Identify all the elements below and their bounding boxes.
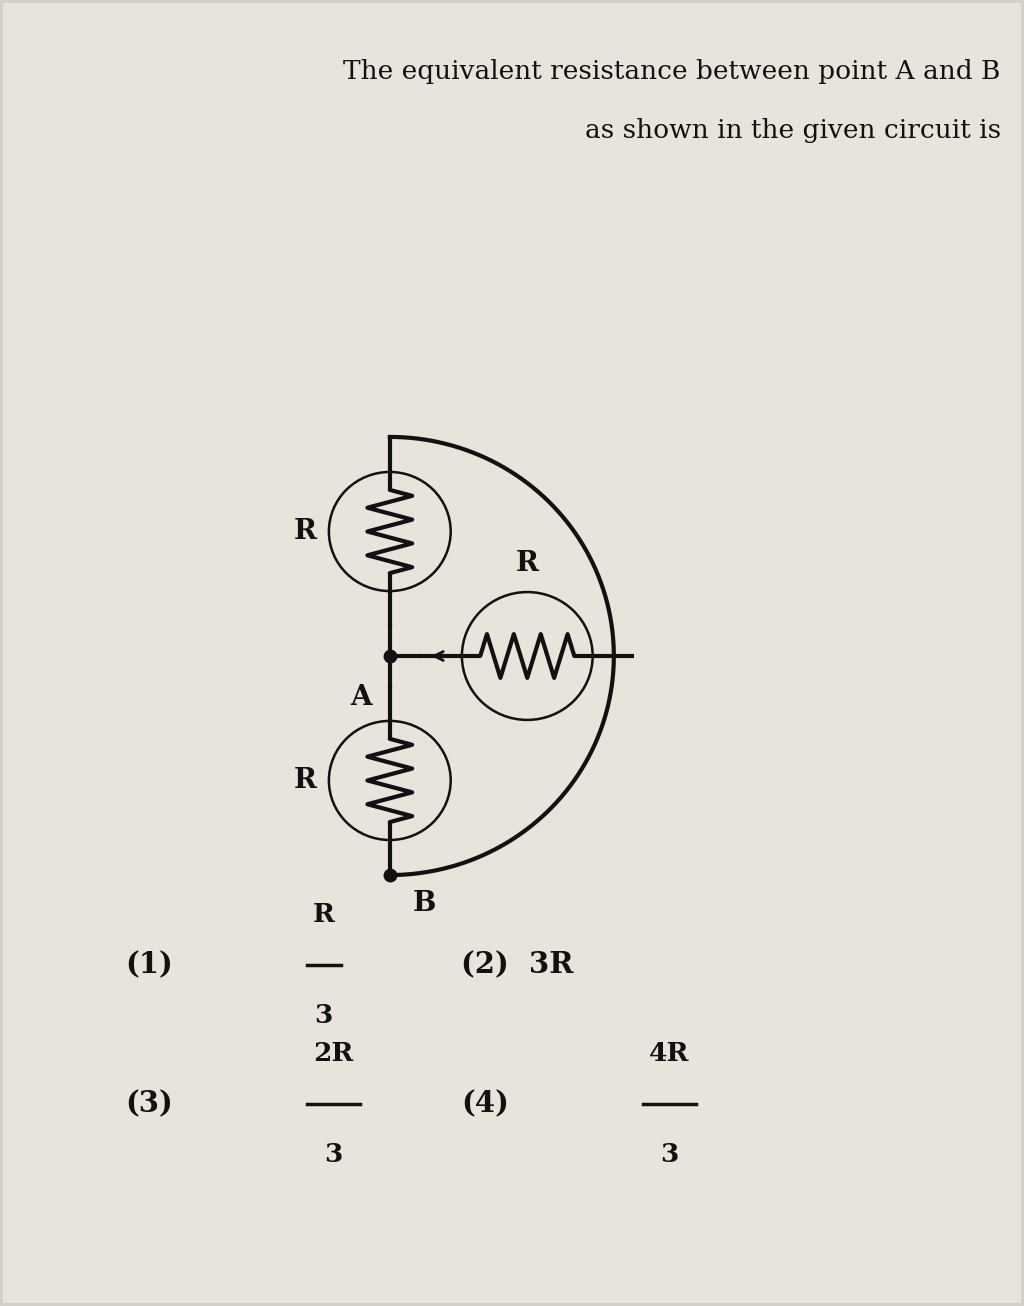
Text: (2)  3R: (2) 3R [461, 951, 573, 980]
Text: (3): (3) [125, 1089, 173, 1118]
Text: 3: 3 [325, 1141, 343, 1168]
Text: (4): (4) [461, 1089, 509, 1118]
Text: R: R [516, 550, 539, 577]
Text: 3: 3 [660, 1141, 679, 1168]
Text: (1): (1) [125, 951, 173, 980]
Text: R: R [313, 902, 335, 927]
Text: R: R [294, 767, 316, 794]
Text: as shown in the given circuit is: as shown in the given circuit is [585, 119, 1000, 144]
Text: 4R: 4R [649, 1041, 690, 1066]
Text: 2R: 2R [313, 1041, 353, 1066]
FancyBboxPatch shape [3, 3, 1021, 1303]
Text: R: R [294, 518, 316, 545]
Text: The equivalent resistance between point A and B: The equivalent resistance between point … [343, 59, 1000, 84]
Text: A: A [350, 684, 372, 710]
Text: B: B [413, 889, 435, 917]
Text: 3: 3 [314, 1003, 333, 1028]
